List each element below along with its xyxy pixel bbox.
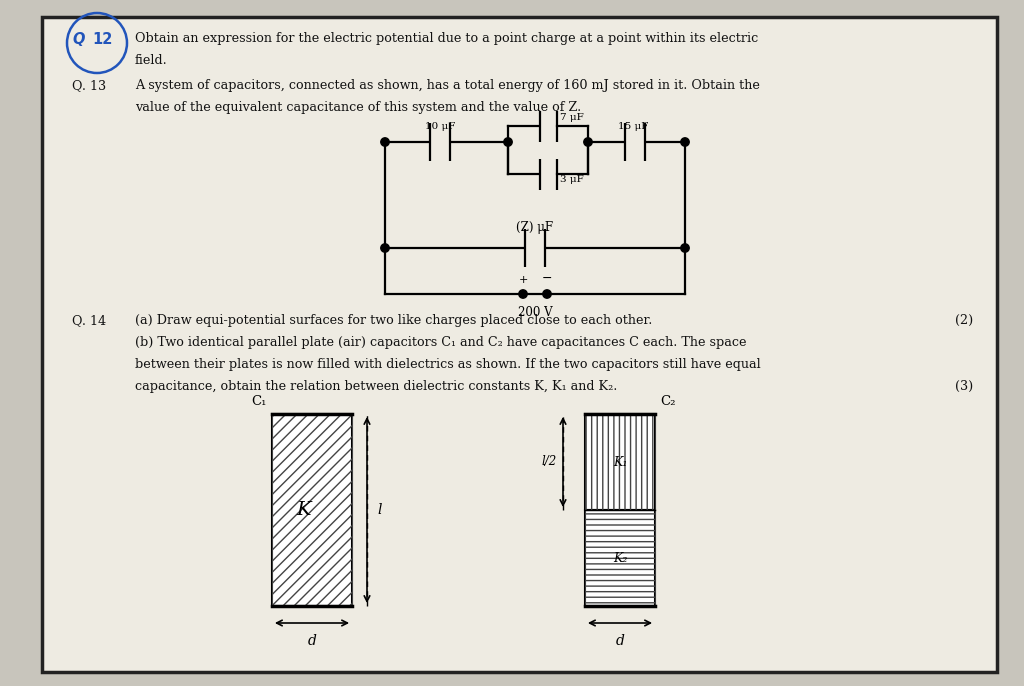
Text: 7 μF: 7 μF xyxy=(560,113,584,122)
Text: K₁: K₁ xyxy=(612,456,627,469)
Text: (a) Draw equi-potential surfaces for two like charges placed close to each other: (a) Draw equi-potential surfaces for two… xyxy=(135,314,652,327)
Text: field.: field. xyxy=(135,54,168,67)
Text: (Z) μF: (Z) μF xyxy=(516,221,554,234)
Bar xyxy=(272,414,352,606)
Circle shape xyxy=(543,289,551,298)
Text: (3): (3) xyxy=(955,380,973,393)
Text: Q: Q xyxy=(72,32,84,47)
Bar xyxy=(585,510,655,606)
Text: −: − xyxy=(542,272,552,285)
Text: Q. 14: Q. 14 xyxy=(72,314,106,327)
Circle shape xyxy=(381,138,389,146)
Circle shape xyxy=(519,289,527,298)
Circle shape xyxy=(584,138,592,146)
Text: value of the equivalent capacitance of this system and the value of Z.: value of the equivalent capacitance of t… xyxy=(135,101,582,114)
Bar xyxy=(585,414,655,510)
Text: K: K xyxy=(297,501,311,519)
Text: C₁: C₁ xyxy=(252,395,267,408)
Text: between their plates is now filled with dielectrics as shown. If the two capacit: between their plates is now filled with … xyxy=(135,358,761,371)
Text: d: d xyxy=(615,634,625,648)
Text: 15 μF: 15 μF xyxy=(617,122,648,131)
Text: A system of capacitors, connected as shown, has a total energy of 160 mJ stored : A system of capacitors, connected as sho… xyxy=(135,79,760,92)
Text: l/2: l/2 xyxy=(542,456,557,469)
Bar xyxy=(585,414,655,510)
Text: +: + xyxy=(518,275,527,285)
Text: (2): (2) xyxy=(955,314,973,327)
Text: d: d xyxy=(307,634,316,648)
Circle shape xyxy=(381,244,389,252)
Text: capacitance, obtain the relation between dielectric constants K, K₁ and K₂.: capacitance, obtain the relation between… xyxy=(135,380,617,393)
Bar xyxy=(585,510,655,606)
Text: (b) Two identical parallel plate (air) capacitors C₁ and C₂ have capacitances C : (b) Two identical parallel plate (air) c… xyxy=(135,336,746,349)
Text: 12: 12 xyxy=(92,32,113,47)
Circle shape xyxy=(681,244,689,252)
Text: 10 μF: 10 μF xyxy=(425,122,456,131)
Text: C₂: C₂ xyxy=(660,395,676,408)
Text: K₂: K₂ xyxy=(612,552,627,565)
Text: 3 μF: 3 μF xyxy=(560,175,584,184)
Circle shape xyxy=(681,138,689,146)
Text: Obtain an expression for the electric potential due to a point charge at a point: Obtain an expression for the electric po… xyxy=(135,32,758,45)
Text: 200 V: 200 V xyxy=(518,306,552,319)
Circle shape xyxy=(504,138,512,146)
Text: l: l xyxy=(377,503,382,517)
Bar xyxy=(272,414,352,606)
Text: Q. 13: Q. 13 xyxy=(72,79,106,92)
